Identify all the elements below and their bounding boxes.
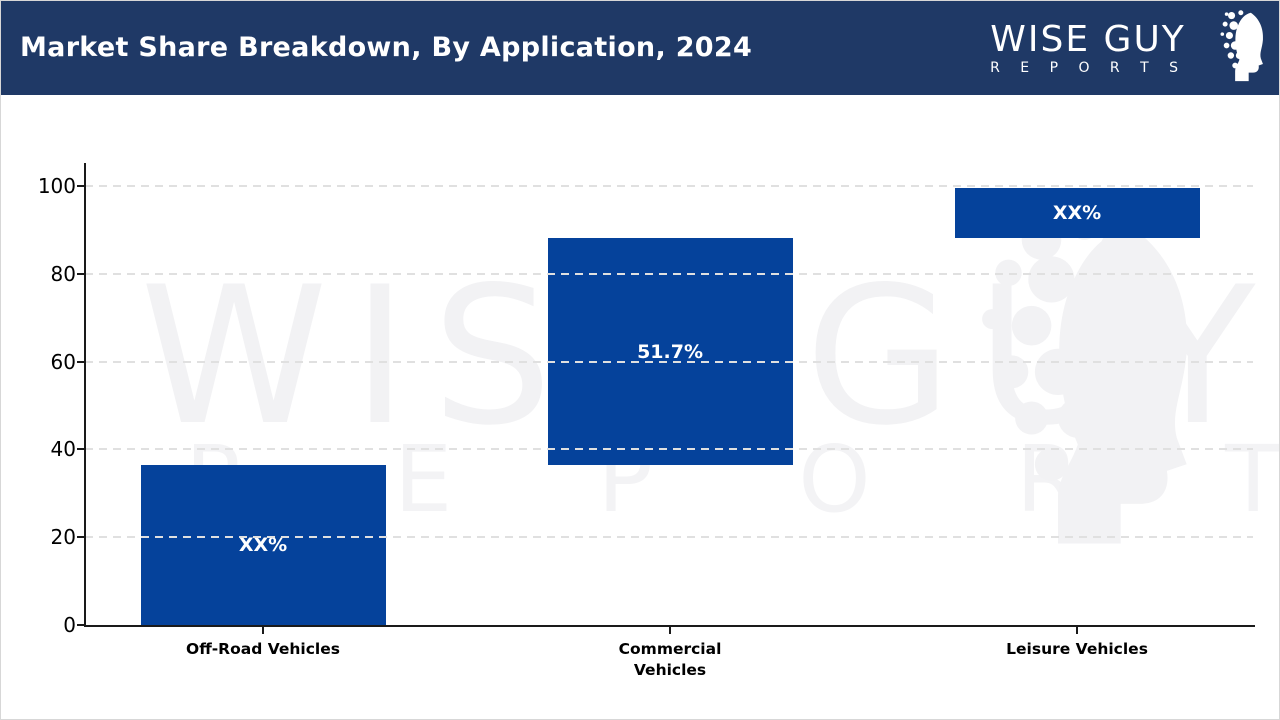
x-tick-mark [1076,627,1079,634]
y-tick-label: 20 [50,525,76,550]
bar-value-label: XX% [238,534,288,557]
wiseguy-head-icon [1220,10,1264,82]
header: Market Share Breakdown, By Application, … [0,0,1280,95]
y-axis [84,163,86,627]
bar-segment-commercial-vehicles: 51.7% [547,238,793,466]
bar-value-label: XX% [1052,201,1102,224]
x-axis-label: Off-Road Vehicles [186,640,340,658]
y-tick-mark [77,536,85,539]
y-tick-mark [77,360,85,363]
gridline [85,360,1253,363]
y-tick-mark [77,272,85,275]
bar-segment-leisure-vehicles: XX% [954,187,1200,239]
x-axis [84,625,1255,627]
x-tick-mark [262,627,264,634]
y-tick-label: 100 [37,174,76,198]
y-tick-label: 60 [50,349,76,374]
wiseguy-logo-subtitle: R E P O R T S [990,59,1186,76]
y-tick-label: 80 [50,261,76,286]
wiseguy-logo: WISE GUY R E P O R T S [990,6,1266,90]
gridline [85,536,1253,539]
y-tick-label: 0 [63,613,76,637]
y-tick-mark [77,624,85,626]
y-tick-mark [77,448,85,451]
watermark-head-icon [982,213,1188,544]
page-title: Market Share Breakdown, By Application, … [20,32,753,63]
bar-segment-off-road-vehicles: XX% [140,465,386,625]
x-tick-mark [669,627,672,634]
gridline [85,272,1253,275]
x-axis-label: Leisure Vehicles [1006,640,1148,658]
x-axis-label: Commercial Vehicles [618,640,722,679]
y-tick-mark [77,185,85,187]
y-tick-label: 40 [50,437,76,462]
gridline [85,185,1253,187]
wiseguy-logo-text: WISE GUY R E P O R T S [990,18,1186,76]
gridline [85,448,1253,451]
wiseguy-logo-name: WISE GUY [990,18,1186,60]
bar-value-label: 51.7% [637,340,703,363]
